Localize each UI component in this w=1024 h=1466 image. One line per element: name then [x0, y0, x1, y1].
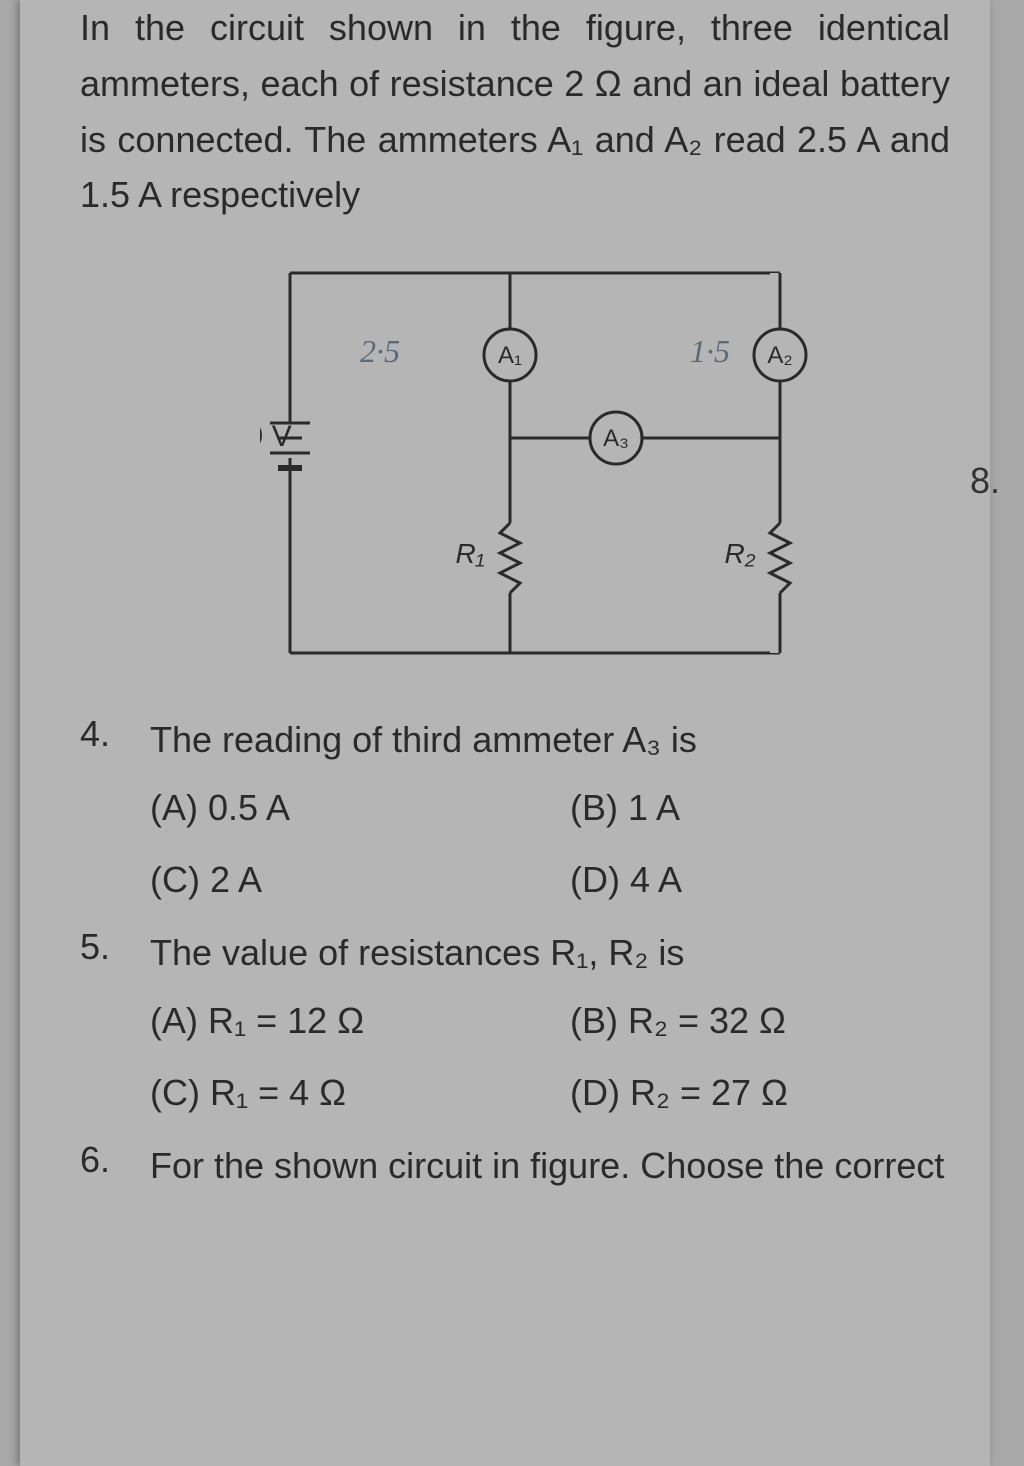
q4-option-d: (D) 4 A — [570, 859, 950, 901]
problem-text: In the circuit shown in the figure, thre… — [80, 0, 950, 223]
ammeter-a2-label: A₂ — [767, 342, 792, 369]
question-6: 6. For the shown circuit in figure. Choo… — [80, 1139, 950, 1193]
q5-options: (A) R₁ = 12 Ω (B) R₂ = 32 Ω (C) R₁ = 4 Ω… — [150, 1000, 950, 1114]
q4-option-a: (A) 0.5 A — [150, 787, 530, 829]
handwritten-a1-reading: 2·5 — [360, 333, 400, 370]
resistor-r2-label: R₂ — [725, 538, 756, 569]
q5-text: The value of resistances R₁, R₂ is — [150, 926, 950, 980]
q5-number: 5. — [80, 926, 150, 968]
q4-option-c: (C) 2 A — [150, 859, 530, 901]
q5-option-d: (D) R₂ = 27 Ω — [570, 1072, 950, 1114]
q4-text: The reading of third ammeter A₃ is — [150, 713, 950, 767]
q6-number: 6. — [80, 1139, 150, 1181]
q5-option-c: (C) R₁ = 4 Ω — [150, 1072, 530, 1114]
circuit-diagram: 2·5 1·5 A₁ — [260, 243, 810, 683]
resistor-r1-icon — [500, 523, 520, 593]
ammeter-a3-label: A₃ — [603, 425, 629, 452]
question-5: 5. The value of resistances R₁, R₂ is (A… — [80, 926, 950, 1114]
ammeter-a1-label: A₁ — [498, 342, 522, 369]
q6-text: For the shown circuit in figure. Choose … — [150, 1139, 950, 1193]
q4-option-b: (B) 1 A — [570, 787, 950, 829]
battery-label: 19 V — [260, 420, 292, 453]
q5-option-a: (A) R₁ = 12 Ω — [150, 1000, 530, 1042]
circuit-svg: A₁ R₁ A₂ R₂ A₃ 19 V — [260, 243, 810, 683]
q5-option-b: (B) R₂ = 32 Ω — [570, 1000, 950, 1042]
q4-options: (A) 0.5 A (B) 1 A (C) 2 A (D) 4 A — [150, 787, 950, 901]
margin-number: 8. — [970, 460, 1000, 502]
handwritten-a2-reading: 1·5 — [690, 333, 730, 370]
page-container: In the circuit shown in the figure, thre… — [20, 0, 990, 1466]
q4-number: 4. — [80, 713, 150, 755]
resistor-r1-label: R₁ — [455, 538, 484, 569]
question-4: 4. The reading of third ammeter A₃ is (A… — [80, 713, 950, 901]
